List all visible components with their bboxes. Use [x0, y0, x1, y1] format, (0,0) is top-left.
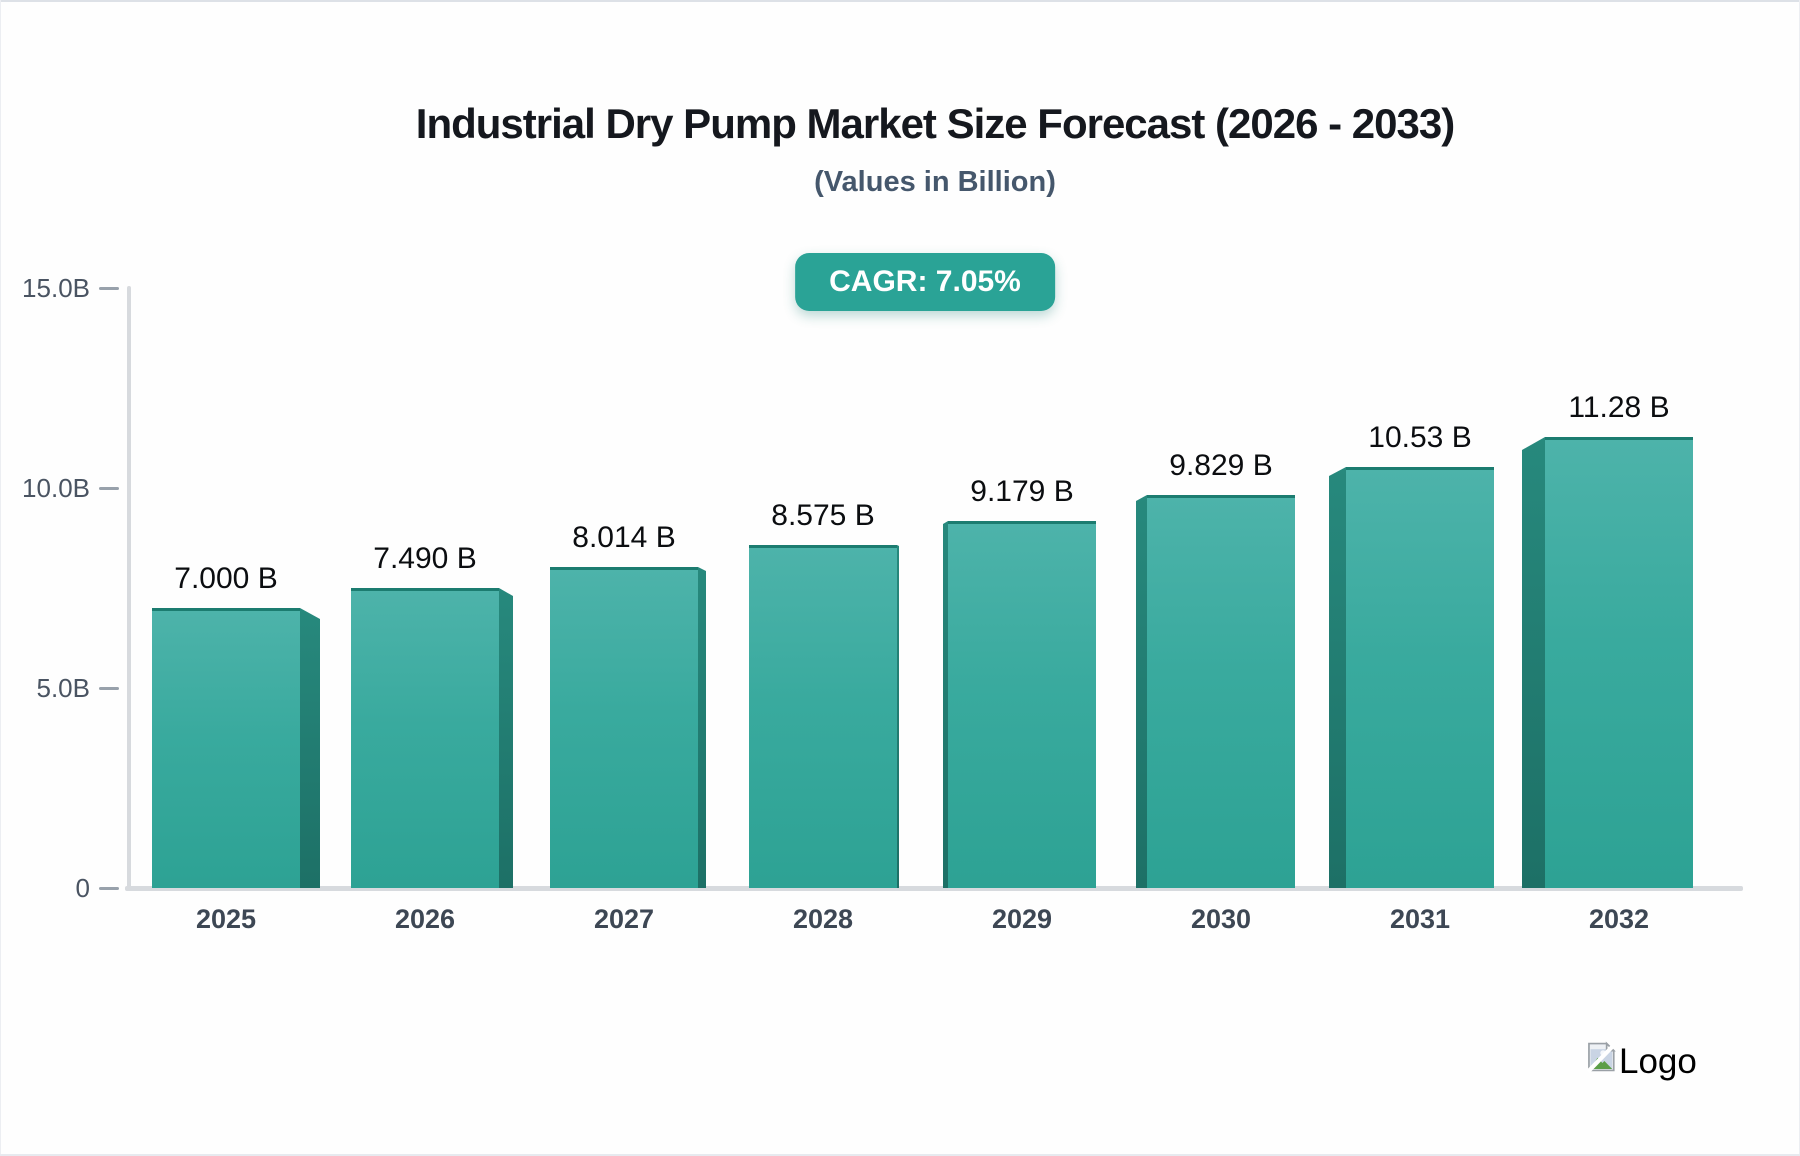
broken-image-icon [1586, 1041, 1616, 1074]
bar-side-face-2030 [1136, 495, 1147, 888]
bar-side-face-2032 [1522, 437, 1545, 888]
y-axis-tick [99, 887, 119, 890]
bar-side-face-2026 [499, 588, 513, 888]
bar-side-face-2031 [1329, 467, 1346, 888]
x-axis-label-2027: 2027 [593, 904, 655, 934]
bar-2031[interactable] [1346, 467, 1494, 888]
x-axis-label-2028: 2028 [792, 904, 854, 934]
x-axis-label-2026: 2026 [394, 904, 456, 934]
bar-2032[interactable] [1545, 437, 1693, 888]
y-axis-tick [99, 287, 119, 290]
bar-2028[interactable] [749, 545, 897, 888]
bar-value-label-2029: 9.179 B [970, 475, 1074, 508]
bottom-border [0, 1154, 1800, 1156]
bar-value-label-2025: 7.000 B [174, 562, 278, 595]
top-border [0, 0, 1800, 2]
cagr-badge: CAGR: 7.05% [795, 253, 1055, 311]
x-axis-label-2031: 2031 [1389, 904, 1451, 934]
bar-side-face-2029 [943, 521, 948, 888]
bar-2027[interactable] [550, 567, 698, 888]
bar-value-label-2032: 11.28 B [1568, 391, 1670, 424]
y-axis-label-15.0B: 15.0B [22, 273, 90, 303]
bar-value-label-2027: 8.014 B [572, 521, 676, 554]
bar-side-face-2028 [897, 545, 899, 888]
y-axis-label-5.0B: 5.0B [36, 673, 91, 703]
y-axis-line [127, 286, 131, 890]
chart-title: Industrial Dry Pump Market Size Forecast… [415, 100, 1455, 147]
x-axis-label-2025: 2025 [195, 904, 257, 934]
bar-value-label-2028: 8.575 B [771, 499, 875, 532]
logo-alt-text: Logo [1619, 1042, 1697, 1081]
bar-side-face-2027 [698, 567, 706, 888]
y-axis-label-10.0B: 10.0B [22, 473, 90, 503]
bar-2029[interactable] [948, 521, 1096, 888]
y-axis-label-0: 0 [75, 873, 90, 903]
bar-2026[interactable] [351, 588, 499, 888]
bar-2025[interactable] [152, 608, 300, 888]
left-border [0, 0, 1, 1156]
bar-side-face-2025 [300, 608, 320, 888]
bar-2030[interactable] [1147, 495, 1295, 888]
bar-value-label-2031: 10.53 B [1368, 421, 1472, 454]
bar-value-label-2026: 7.490 B [373, 542, 477, 575]
x-axis-label-2032: 2032 [1588, 904, 1650, 934]
y-axis-tick [99, 487, 119, 490]
chart-subtitle: (Values in Billion) [814, 166, 1056, 198]
x-axis-label-2029: 2029 [991, 904, 1053, 934]
y-axis-tick [99, 687, 119, 690]
logo: Logo [1584, 1040, 1697, 1082]
x-axis-label-2030: 2030 [1190, 904, 1252, 934]
x-axis-line [125, 886, 1743, 891]
bar-value-label-2030: 9.829 B [1169, 449, 1273, 482]
